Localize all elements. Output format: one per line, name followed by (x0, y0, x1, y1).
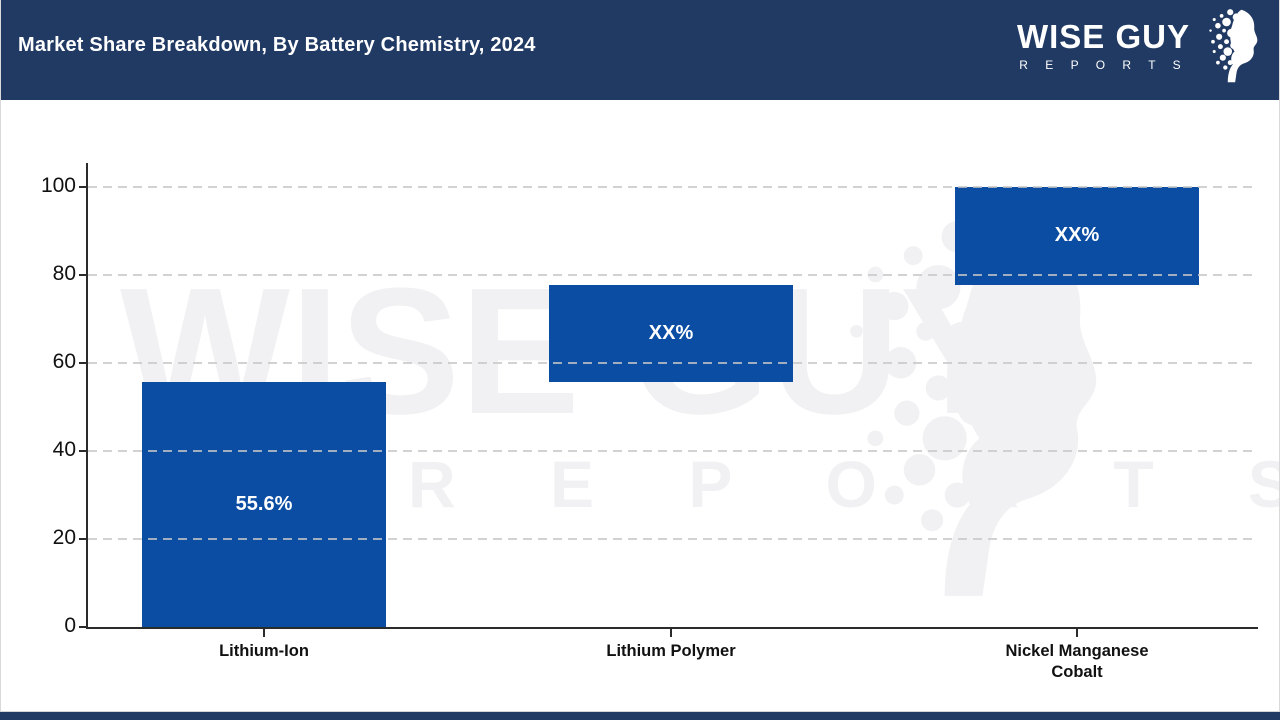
y-tick-label: 40 (52, 438, 76, 461)
y-tick-label: 80 (52, 262, 76, 285)
gridline-y-60 (88, 362, 1258, 364)
bar-nickel-manganese-cobalt: XX% (955, 187, 1199, 285)
y-axis-line (86, 163, 88, 629)
bar-value-label: XX% (1054, 224, 1100, 247)
logo-brand-text: WISE GUY (1016, 18, 1190, 56)
chart-title: Market Share Breakdown, By Battery Chemi… (18, 34, 536, 56)
bar-value-label: 55.6% (235, 493, 293, 516)
x-tick-mark (263, 629, 265, 637)
logo-tagline-text: R E P O R T S (1019, 57, 1188, 72)
wiseguy-face-logo-icon (1209, 9, 1258, 83)
y-tick-mark (79, 362, 88, 364)
bar-lithium-ion: 55.6% (142, 382, 386, 627)
y-tick-label: 20 (52, 526, 76, 549)
bar-value-label: XX% (648, 322, 694, 344)
header-band: Market Share Breakdown, By Battery Chemi… (0, 0, 1280, 100)
y-tick-label: 60 (52, 350, 76, 373)
bar-lithium-polymer: XX% (549, 284, 793, 383)
x-axis-label: Lithium Polymer (606, 642, 736, 660)
gridline-y-80 (88, 274, 1258, 276)
x-tick-mark (1076, 629, 1078, 637)
x-axis-label: Lithium-Ion (219, 642, 309, 660)
y-tick-mark (79, 450, 88, 452)
y-tick-label: 100 (40, 174, 76, 197)
footer-band (0, 711, 1280, 720)
logo-text: WISE GUY R E P O R T S (1017, 20, 1190, 72)
x-axis-line (86, 627, 1258, 629)
y-tick-mark (79, 538, 88, 540)
gridline-y-20 (88, 538, 1258, 540)
wiseguy-logo: WISE GUY R E P O R T S (1017, 6, 1266, 86)
y-tick-mark (79, 186, 88, 188)
x-tick-mark (670, 629, 672, 637)
x-axis-label: Nickel Manganese Cobalt (1005, 642, 1149, 681)
y-tick-label: 0 (64, 614, 76, 637)
y-tick-mark (79, 626, 88, 628)
gridline-y-40 (88, 450, 1258, 452)
y-tick-mark (79, 274, 88, 276)
gridline-y-100 (88, 186, 1258, 188)
